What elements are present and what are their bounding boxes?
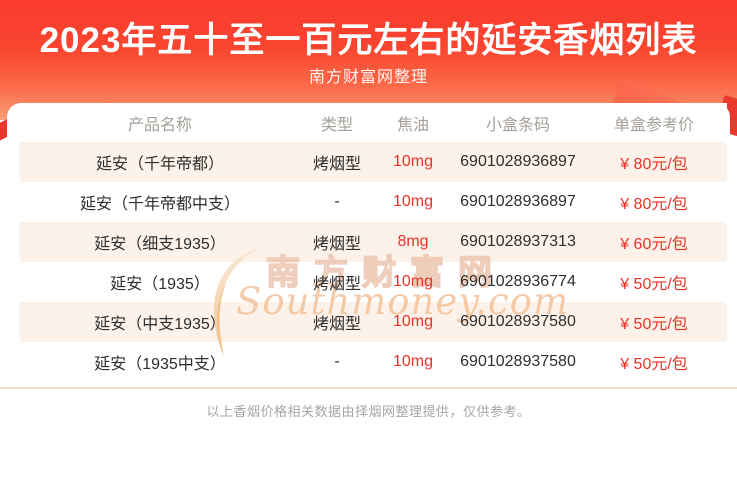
price-table-card: 产品名称 类型 焦油 小盒条码 单盒参考价 延安（千年帝都） 烤烟型 10mg … (7, 103, 730, 500)
page-title: 2023年五十至一百元左右的延安香烟列表 (39, 21, 698, 60)
table-body: 延安（千年帝都） 烤烟型 10mg 6901028936897 ¥ 80元/包 … (7, 142, 730, 382)
product-name-cell: 延安（千年帝都中支） (79, 196, 240, 213)
table-row: 延安（细支1935） 烤烟型 8mg 6901028937313 ¥ 60元/包 (19, 222, 727, 262)
table-row: 延安（千年帝都） 烤烟型 10mg 6901028936897 ¥ 80元/包 (19, 142, 727, 182)
price-cell: ¥ 50元/包 (620, 316, 688, 333)
type-cell: 烤烟型 (312, 316, 361, 333)
barcode-cell: 6901028936897 (460, 193, 576, 210)
barcode-cell: 6901028937313 (460, 233, 576, 250)
barcode-cell: 6901028936897 (460, 153, 576, 170)
banner: 2023年五十至一百元左右的延安香烟列表 南方财富网整理 (0, 0, 737, 120)
table-row: 延安（1935中支） - 10mg 6901028937580 ¥ 50元/包 (19, 342, 727, 382)
price-cell: ¥ 60元/包 (620, 236, 688, 253)
type-cell: 烤烟型 (312, 156, 361, 173)
column-header-type: 类型 (320, 116, 353, 134)
footer-note: 以上香烟价格相关数据由择烟网整理提供，仅供参考。 (206, 404, 531, 419)
table-row: 延安（千年帝都中支） - 10mg 6901028936897 ¥ 80元/包 (19, 182, 727, 222)
price-cell: ¥ 80元/包 (620, 196, 688, 213)
footer-divider (0, 387, 737, 389)
column-header-tar: 焦油 (396, 116, 429, 134)
type-cell: 烤烟型 (312, 236, 361, 253)
barcode-cell: 6901028936774 (460, 273, 576, 290)
column-header-price: 单盒参考价 (613, 116, 694, 134)
barcode-cell: 6901028937580 (460, 313, 576, 330)
type-cell: 烤烟型 (312, 276, 361, 293)
tar-cell: 10mg (392, 353, 434, 370)
table-row: 延安（1935） 烤烟型 10mg 6901028936774 ¥ 50元/包 (19, 262, 727, 302)
table-row: 延安（中支1935） 烤烟型 10mg 6901028937580 ¥ 50元/… (19, 302, 727, 342)
product-name-cell: 延安（细支1935） (94, 236, 226, 253)
tar-cell: 10mg (392, 193, 434, 210)
tar-cell: 10mg (392, 273, 434, 290)
barcode-cell: 6901028937580 (460, 353, 576, 370)
product-name-cell: 延安（1935） (110, 276, 210, 293)
page-subtitle: 南方财富网整理 (308, 69, 428, 86)
type-cell: - (334, 193, 340, 210)
price-cell: ¥ 50元/包 (620, 356, 688, 373)
column-header-barcode: 小盒条码 (485, 116, 550, 134)
type-cell: - (334, 353, 340, 370)
price-cell: ¥ 50元/包 (620, 276, 688, 293)
table-header-row: 产品名称 类型 焦油 小盒条码 单盒参考价 (19, 103, 727, 142)
product-name-cell: 延安（中支1935） (94, 316, 226, 333)
tar-cell: 10mg (392, 313, 434, 330)
product-name-cell: 延安（1935中支） (94, 356, 226, 373)
product-name-cell: 延安（千年帝都） (95, 156, 224, 173)
column-header-product-name: 产品名称 (127, 116, 192, 134)
price-cell: ¥ 80元/包 (620, 156, 688, 173)
tar-cell: 8mg (397, 233, 429, 250)
tar-cell: 10mg (392, 153, 434, 170)
